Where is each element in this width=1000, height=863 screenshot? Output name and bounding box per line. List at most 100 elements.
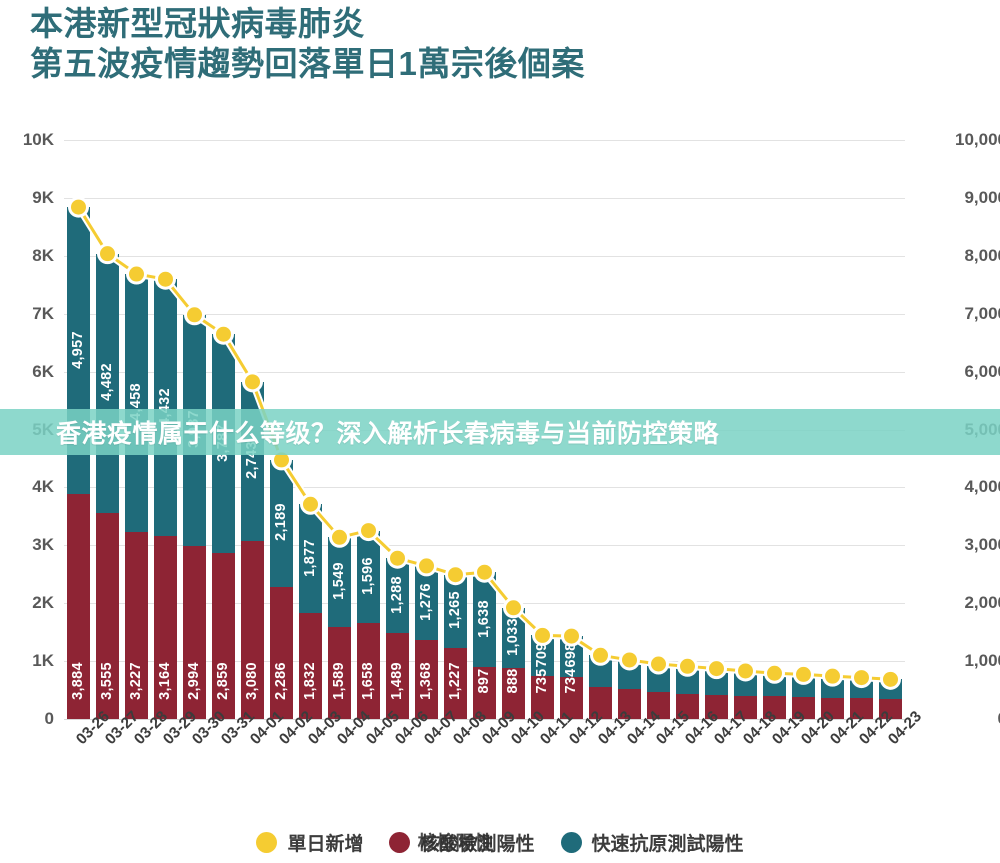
- bar-segment-pcr: 3,164: [153, 535, 178, 719]
- bar-segment-pcr: 2,286: [269, 586, 294, 719]
- legend-label: 核酸檢測陽性 核檢陽性: [417, 829, 534, 856]
- data-point-marker[interactable]: [100, 246, 115, 262]
- data-point-marker[interactable]: [245, 374, 260, 390]
- gridline: [64, 719, 905, 720]
- bar-segment-pcr: [733, 695, 758, 719]
- data-point-marker[interactable]: [825, 668, 840, 684]
- legend-label: 單日新增: [287, 833, 364, 855]
- bar-column[interactable]: 1,265 1,227: [443, 574, 468, 719]
- bar-segment-pcr: 1,489: [385, 632, 410, 719]
- bar-segment-pcr: [617, 688, 642, 719]
- bar-segment-rapid-antigen: 1,276: [414, 565, 439, 640]
- data-point-marker[interactable]: [709, 661, 724, 677]
- data-point-marker[interactable]: [883, 671, 898, 687]
- bar-segment-pcr: [878, 699, 903, 719]
- y-axis-tick-left: 3K: [32, 535, 54, 555]
- bar-column[interactable]: 1,288 1,489: [385, 558, 410, 719]
- y-axis-tick-right: 7,000: [964, 303, 1000, 323]
- data-point-marker[interactable]: [506, 600, 521, 616]
- daily-new-line: [68, 196, 901, 690]
- bar-column[interactable]: 698 734: [559, 636, 584, 719]
- bar-column[interactable]: 1,033 888: [501, 607, 526, 719]
- bar-segment-rapid-antigen: 2,189: [269, 459, 294, 587]
- data-point-marker[interactable]: [274, 452, 289, 468]
- bar-column[interactable]: 1,596 1,658: [356, 530, 381, 719]
- chart-legend: 單日新增 核酸檢測陽性 核檢陽性 快速抗原測試陽性: [0, 822, 1000, 862]
- gridline: [64, 313, 905, 315]
- legend-color-swatch-icon: [560, 831, 582, 853]
- data-point-marker[interactable]: [593, 647, 608, 663]
- gridline: [64, 197, 905, 199]
- data-point-marker[interactable]: [564, 628, 579, 644]
- data-point-marker[interactable]: [129, 266, 144, 282]
- bar-segment-pcr: [762, 696, 787, 719]
- data-point-marker[interactable]: [854, 670, 869, 686]
- y-axis-tick-right: 3,000: [964, 535, 1000, 555]
- data-point-marker[interactable]: [477, 564, 492, 580]
- y-axis-tick-left: 0: [44, 709, 54, 728]
- y-axis-tick-left: 2K: [32, 593, 54, 613]
- bar-column[interactable]: 709 735: [530, 635, 555, 719]
- data-point-marker[interactable]: [796, 666, 811, 682]
- bar-segment-pcr: 735: [530, 668, 555, 719]
- data-point-marker[interactable]: [158, 271, 173, 287]
- legend-item-rapid-antigen-positive[interactable]: 快速抗原測試陽性: [560, 829, 744, 856]
- bar-segment-pcr: [704, 694, 729, 719]
- bar-segment-pcr: 897: [472, 667, 497, 719]
- y-axis-tick-right: 2,000: [964, 593, 1000, 613]
- data-point-marker[interactable]: [767, 665, 782, 681]
- page-title: 本港新型冠狀病毒肺炎 第五波疫情趨勢回落單日1萬宗後個案: [30, 5, 585, 83]
- bar-column[interactable]: 2,189 2,286: [269, 459, 294, 719]
- y-axis-tick-left: 9K: [32, 187, 54, 207]
- y-axis-tick-right: 8,000: [964, 245, 1000, 265]
- bar-segment-pcr: 1,832: [298, 612, 323, 719]
- bar-segment-rapid-antigen: 698: [559, 636, 584, 677]
- bar-segment-pcr: 3,884: [66, 494, 91, 719]
- gridline: [64, 371, 905, 373]
- legend-item-pcr-positive[interactable]: 核酸檢測陽性 核檢陽性: [389, 829, 535, 856]
- bar-segment-pcr: [820, 697, 845, 719]
- data-point-marker[interactable]: [535, 627, 550, 643]
- data-point-marker[interactable]: [303, 496, 318, 512]
- bar-column[interactable]: 1,877 1,832: [298, 504, 323, 719]
- y-axis-tick-right: 0: [925, 710, 1000, 727]
- data-point-marker[interactable]: [71, 199, 86, 215]
- y-axis-tick-left: 8K: [32, 245, 54, 265]
- y-axis-tick-right: 9,000: [964, 187, 1000, 207]
- bar-column[interactable]: 4,458 3,227: [124, 274, 149, 719]
- bar-segment-rapid-antigen: 709: [530, 635, 555, 677]
- y-axis-tick-left: 7K: [32, 303, 54, 323]
- bar-segment-pcr: [675, 693, 700, 719]
- data-point-marker[interactable]: [680, 658, 695, 674]
- data-point-marker[interactable]: [332, 529, 347, 545]
- data-point-marker[interactable]: [651, 656, 666, 672]
- legend-item-daily-new[interactable]: 單日新增: [256, 829, 363, 856]
- bar-segment-pcr: 3,555: [95, 513, 120, 719]
- data-point-marker[interactable]: [390, 550, 405, 566]
- bar-segment-pcr: 1,658: [356, 623, 381, 719]
- bar-column[interactable]: 1,276 1,368: [414, 565, 439, 719]
- data-point-marker[interactable]: [622, 652, 637, 668]
- bar-segment-pcr: 3,227: [124, 532, 149, 719]
- data-point-marker[interactable]: [361, 523, 376, 539]
- bar-segment-pcr: 2,994: [182, 545, 207, 719]
- data-point-marker[interactable]: [187, 307, 202, 323]
- bar-segment-pcr: 2,859: [211, 553, 236, 719]
- gridline: [64, 140, 905, 141]
- bar-column[interactable]: 1,638 897: [472, 572, 497, 719]
- bar-column[interactable]: 1,549 1,589: [327, 537, 352, 719]
- bar-segment-rapid-antigen: 1,596: [356, 530, 381, 624]
- gridline: [64, 255, 905, 257]
- legend-color-swatch-icon: [256, 831, 278, 853]
- bar-segment-rapid-antigen: 1,288: [385, 558, 410, 633]
- bar-segment-pcr: 1,589: [327, 627, 352, 719]
- data-point-marker[interactable]: [738, 663, 753, 679]
- bar-segment-pcr: [588, 686, 613, 719]
- gridline: [64, 545, 905, 547]
- bar-segment-pcr: [849, 698, 874, 719]
- bar-column[interactable]: 4,432 3,164: [153, 279, 178, 719]
- legend-color-swatch-icon: [389, 831, 411, 853]
- data-point-marker[interactable]: [216, 326, 231, 342]
- data-point-marker[interactable]: [448, 567, 463, 583]
- data-point-marker[interactable]: [419, 558, 434, 574]
